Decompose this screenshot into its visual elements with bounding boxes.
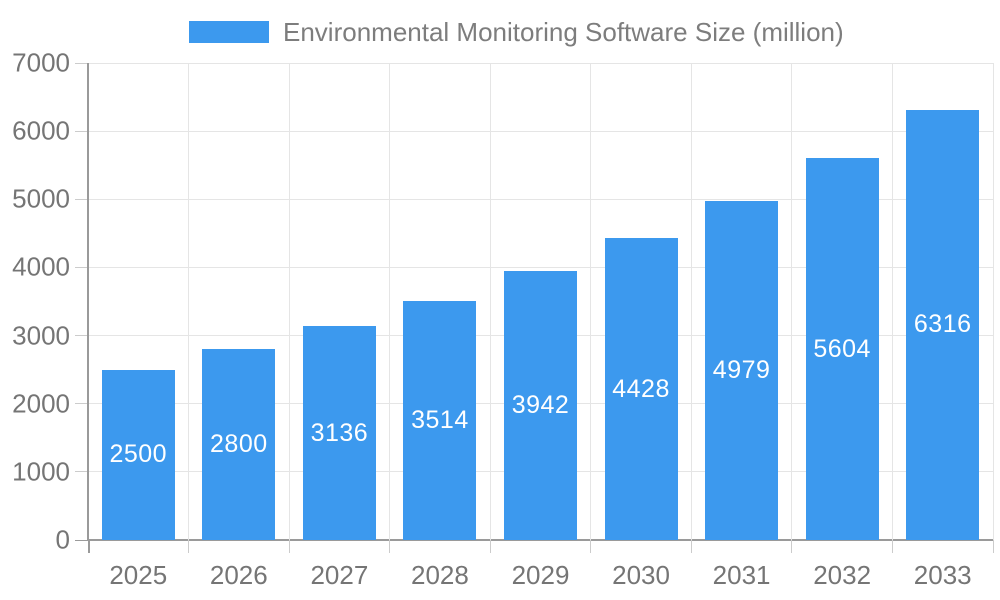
bar-value-label: 5604 [813,334,871,363]
y-axis-tick [75,471,88,473]
x-axis-tick [690,540,692,553]
bar-value-label: 6316 [913,310,972,339]
x-tick-label: 2028 [411,560,469,590]
bar-value-label: 3942 [511,391,570,420]
bar[interactable]: 4428 [604,238,678,540]
bar[interactable]: 3514 [403,300,477,540]
bar-value-label: 4979 [712,355,771,384]
y-axis-tick [75,335,88,337]
x-axis-tick [389,540,391,553]
v-gridline [690,63,692,540]
bar[interactable]: 2500 [101,369,175,540]
y-tick-label: 3000 [12,320,70,351]
x-axis-tick [87,540,90,553]
x-tick-label: 2032 [813,560,872,590]
v-gridline [891,63,893,540]
y-axis-tick [75,198,88,200]
y-tick-label: 4000 [12,251,70,282]
x-axis-tick [891,540,893,553]
bar-value-label: 2500 [109,440,168,469]
bar-value-label: 3514 [411,405,469,434]
bar[interactable]: 2800 [202,349,276,540]
y-tick-label: 7000 [12,47,70,78]
x-axis-tick [489,540,491,553]
y-tick-label: 2000 [12,388,70,419]
h-gridline [88,266,993,268]
h-gridline [88,130,993,132]
bar[interactable]: 3942 [504,271,577,540]
x-tick-label: 2031 [712,560,771,590]
x-tick-label: 2029 [511,560,570,590]
bar[interactable]: 5604 [805,158,879,540]
bar[interactable]: 6316 [906,109,980,540]
y-tick-label: 5000 [12,183,70,214]
bar[interactable]: 4979 [705,200,779,540]
bar[interactable]: 3136 [302,326,376,540]
v-gridline [489,63,491,540]
y-axis-line [87,63,89,540]
bar-value-label: 2800 [210,430,268,459]
x-tick-label: 2025 [109,560,168,590]
y-axis-tick [75,130,88,132]
y-axis-tick [75,62,88,64]
bar-value-label: 4428 [612,374,670,403]
y-tick-label: 6000 [12,115,70,146]
x-tick-label: 2033 [913,560,972,590]
v-gridline [992,63,994,540]
y-axis-tick [75,539,88,541]
x-tick-label: 2026 [209,560,268,590]
x-axis-tick [791,540,793,553]
x-axis-tick [288,540,290,553]
v-gridline [791,63,793,540]
x-axis-tick [188,540,190,553]
v-gridline [389,63,391,540]
bar-value-label: 3136 [310,418,369,447]
x-tick-label: 2027 [310,560,369,590]
x-axis-tick [992,540,994,553]
h-gridline [88,198,993,200]
v-gridline [288,63,290,540]
x-tick-label: 2030 [612,560,670,590]
x-axis-line [88,539,993,541]
y-axis-tick [75,403,88,405]
legend-label[interactable]: Environmental Monitoring Software Size (… [283,17,844,47]
y-tick-label: 0 [55,524,70,555]
y-axis-tick [75,266,88,268]
y-tick-label: 1000 [12,456,70,487]
legend-swatch[interactable] [189,21,269,43]
v-gridline [188,63,190,540]
h-gridline [88,62,993,64]
v-gridline [590,63,592,540]
x-axis-tick [590,540,592,553]
